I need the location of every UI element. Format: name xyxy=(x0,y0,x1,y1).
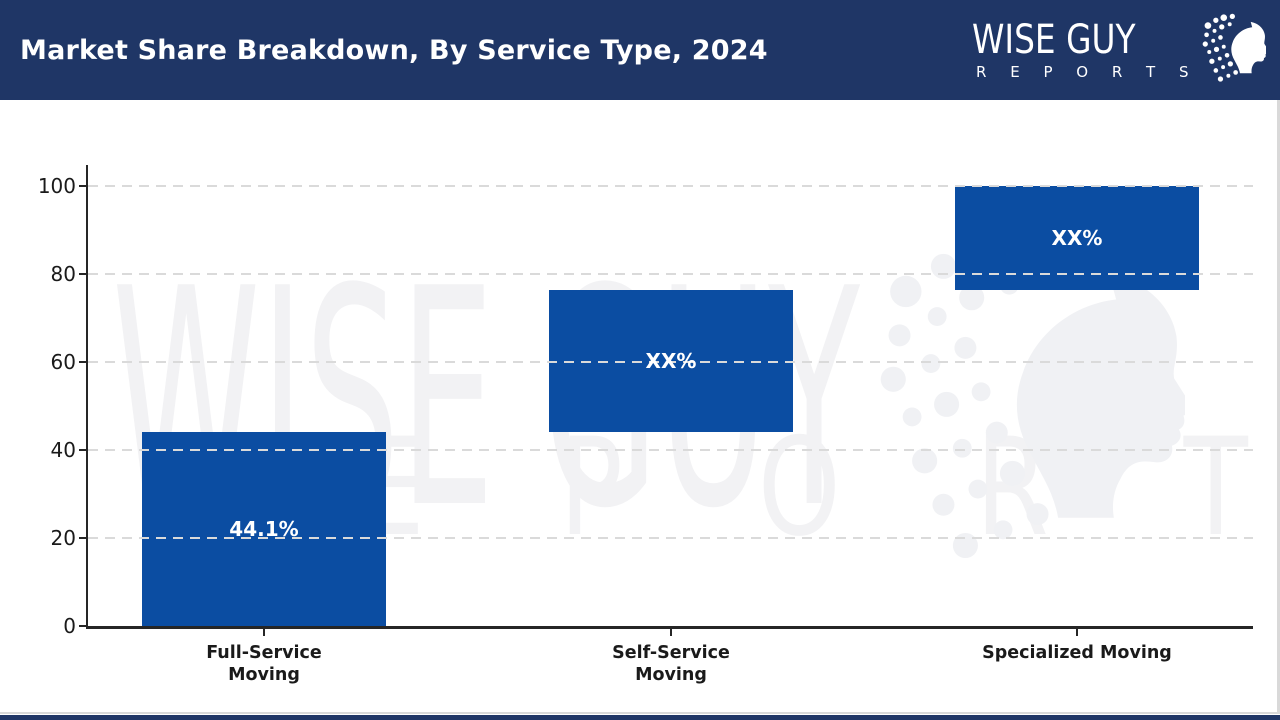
bar-specialized-moving xyxy=(955,186,1199,290)
page-title: Market Share Breakdown, By Service Type,… xyxy=(20,34,768,66)
x-tick-1 xyxy=(670,629,672,636)
footer-bar xyxy=(0,715,1280,720)
gridline-y100 xyxy=(88,185,1253,187)
y-tick-100 xyxy=(79,185,86,187)
header-bar: Market Share Breakdown, By Service Type,… xyxy=(0,0,1280,100)
chart-canvas: WISE GUY R E P O R T S 02040608010044.1%… xyxy=(0,100,1280,714)
y-tick-label-20: 20 xyxy=(50,526,76,550)
bar-self-service-moving xyxy=(549,289,793,432)
x-category-label: Full-Service Moving xyxy=(206,643,322,685)
logo-wordmark: WISE GUY xyxy=(972,16,1136,63)
gridline-y60 xyxy=(88,361,1253,363)
bar-value-label: XX% xyxy=(1051,225,1103,250)
wiseguy-head-icon xyxy=(1202,13,1266,82)
gridline-y40 xyxy=(88,449,1253,451)
y-tick-label-60: 60 xyxy=(50,350,76,374)
gridline-y20 xyxy=(88,537,1253,539)
y-tick-40 xyxy=(79,449,86,451)
logo-subtext: R E P O R T S xyxy=(976,62,1198,81)
x-category-label: Self-Service Moving xyxy=(612,643,730,685)
bar-value-label: XX% xyxy=(645,348,697,373)
y-tick-label-40: 40 xyxy=(50,438,76,462)
y-tick-80 xyxy=(79,273,86,275)
gridline-y80 xyxy=(88,273,1253,275)
x-category-label: Specialized Moving xyxy=(982,643,1172,663)
y-tick-0 xyxy=(79,625,86,627)
wiseguy-logo: WISE GUY R E P O R T S xyxy=(972,9,1280,91)
wiseguy-logo-text: WISE GUY R E P O R T S xyxy=(972,20,1198,81)
y-tick-label-80: 80 xyxy=(50,262,76,286)
x-tick-0 xyxy=(263,629,265,636)
bar-full-service-moving xyxy=(142,431,386,626)
x-axis-line xyxy=(86,626,1253,629)
bar-value-label: 44.1% xyxy=(229,516,299,541)
y-tick-20 xyxy=(79,537,86,539)
y-tick-label-100: 100 xyxy=(37,174,76,198)
y-tick-60 xyxy=(79,361,86,363)
y-tick-label-0: 0 xyxy=(63,614,76,638)
x-tick-2 xyxy=(1076,629,1078,636)
y-axis-line xyxy=(86,165,88,626)
